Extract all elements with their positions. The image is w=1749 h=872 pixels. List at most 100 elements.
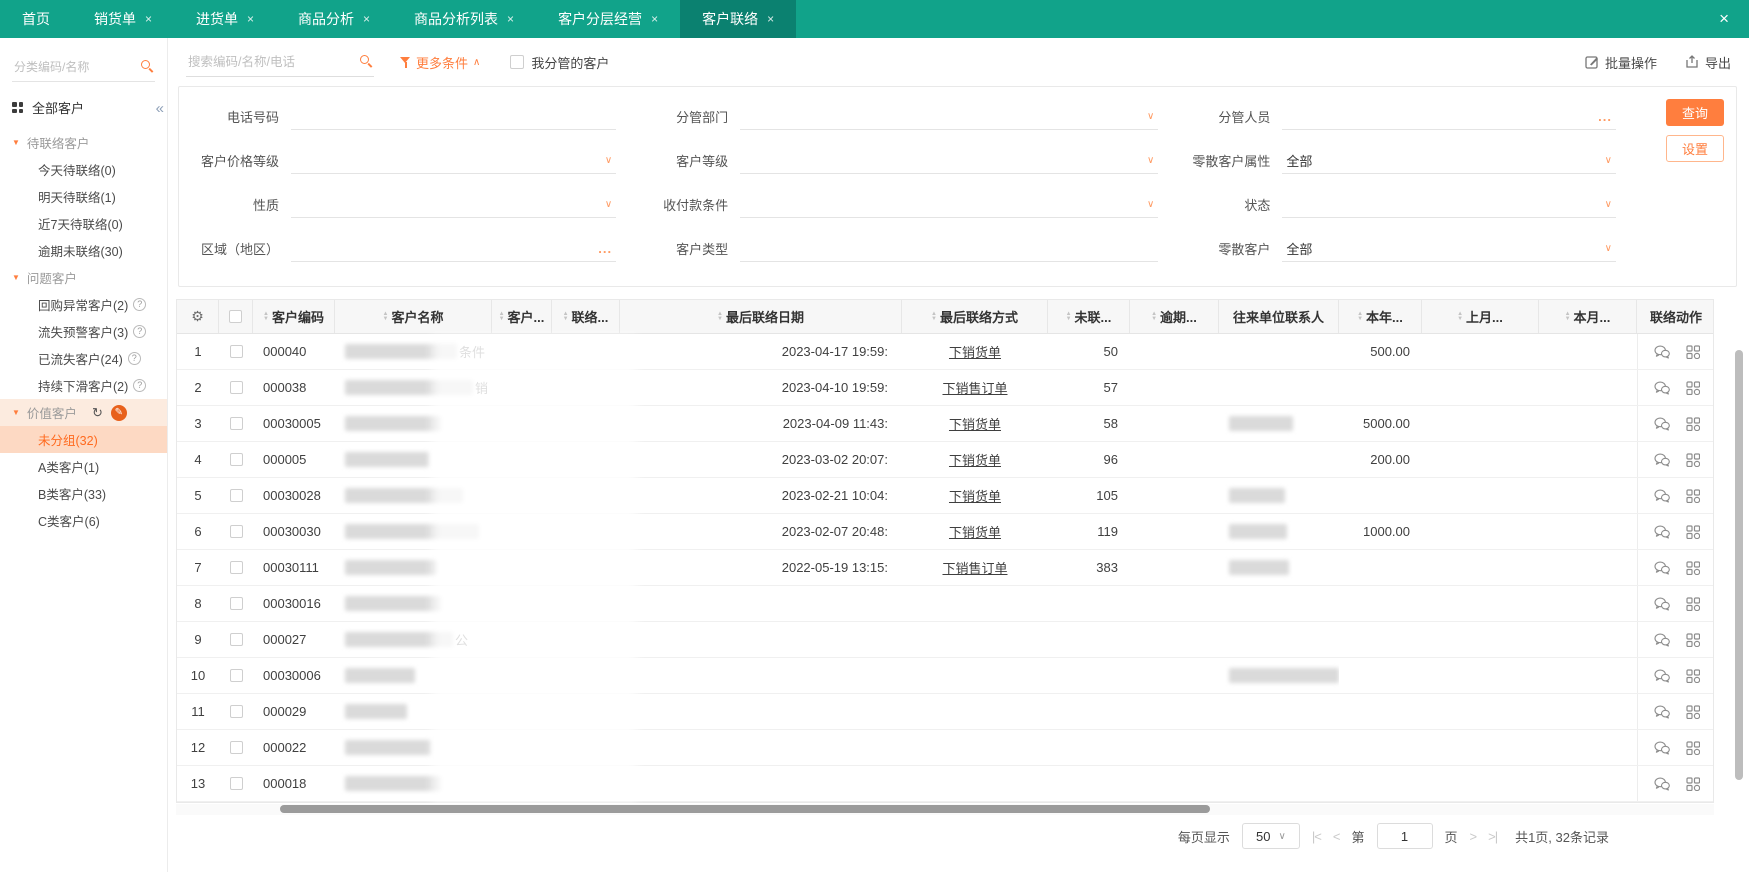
sort-icon[interactable]: ▲ ▼ xyxy=(382,310,389,322)
refresh-icon[interactable]: ↻ xyxy=(91,404,103,420)
help-icon[interactable]: ? xyxy=(133,379,147,392)
sidebar-collapse-icon[interactable]: « xyxy=(155,100,164,117)
row-checkbox[interactable] xyxy=(229,777,243,790)
row-checkbox[interactable] xyxy=(229,669,243,682)
sort-icon[interactable]: ▲ ▼ xyxy=(931,310,937,322)
sort-icon[interactable]: ▲ ▼ xyxy=(1457,310,1464,322)
customer-search-input[interactable] xyxy=(186,53,360,70)
sidebar-item-流失预警客户(3)[interactable]: 流失预警客户(3)? xyxy=(0,318,167,345)
contact-method-link[interactable]: 下销售订单 xyxy=(942,381,1008,396)
sidebar-group-价值客户[interactable]: ▼ 价值客户 ↻ ✎ xyxy=(0,399,167,426)
apps-grid-icon[interactable] xyxy=(1685,776,1700,791)
row-checkbox[interactable] xyxy=(229,417,243,430)
tab-close-icon[interactable]: × xyxy=(651,12,659,26)
sidebar-item-all-customers[interactable]: 全部客户 xyxy=(0,82,167,125)
sort-icon[interactable]: ▲ ▼ xyxy=(1357,310,1364,322)
sidebar-item-未分组(32)[interactable]: 未分组(32) xyxy=(0,426,167,453)
contact-method-link[interactable]: 下销售订单 xyxy=(942,561,1008,576)
apps-grid-icon[interactable] xyxy=(1685,488,1700,503)
horizontal-scrollbar[interactable] xyxy=(176,804,1714,815)
filter-select[interactable]: ∨ xyxy=(740,103,1159,130)
sort-icon[interactable]: ▲ ▼ xyxy=(1065,310,1072,322)
tab-客户联络[interactable]: 客户联络 × xyxy=(680,0,797,38)
sort-icon[interactable]: ▲ ▼ xyxy=(263,310,269,322)
contact-method-link[interactable]: 下销货单 xyxy=(948,417,1001,432)
wechat-icon[interactable] xyxy=(1653,741,1670,755)
tab-首页[interactable]: 首页 xyxy=(0,0,72,38)
column-header-未联...[interactable]: ▲ ▼ 未联... xyxy=(1048,300,1130,333)
sidebar-item-近7天待联络(0)[interactable]: 近7天待联络(0) xyxy=(0,210,167,237)
row-checkbox[interactable] xyxy=(229,381,243,394)
row-checkbox[interactable] xyxy=(229,525,243,538)
apps-grid-icon[interactable] xyxy=(1685,380,1700,395)
filter-select[interactable]: ∨ xyxy=(291,147,617,174)
wechat-icon[interactable] xyxy=(1653,597,1670,611)
sidebar-group-待联络客户[interactable]: ▼ 待联络客户 xyxy=(0,129,167,156)
first-page-button[interactable]: |< xyxy=(1311,828,1322,844)
apps-grid-icon[interactable] xyxy=(1685,344,1700,359)
wechat-icon[interactable] xyxy=(1653,561,1670,575)
row-checkbox[interactable] xyxy=(229,453,243,466)
filter-picker[interactable]: ... xyxy=(291,235,617,262)
wechat-icon[interactable] xyxy=(1653,453,1670,467)
ellipsis-picker-icon[interactable]: ... xyxy=(598,240,613,256)
tab-进货单[interactable]: 进货单 × xyxy=(174,0,276,38)
sidebar-item-A类客户(1)[interactable]: A类客户(1) xyxy=(0,453,167,480)
apps-grid-icon[interactable] xyxy=(1685,524,1700,539)
select-all-checkbox[interactable] xyxy=(229,310,242,323)
column-header-客户名称[interactable]: ▲ ▼ 客户名称 xyxy=(335,300,492,333)
sort-icon[interactable]: ▲ ▼ xyxy=(562,310,569,322)
column-header-联络...[interactable]: ▲ ▼ 联络... xyxy=(552,300,620,333)
column-header-客户...[interactable]: ▲ ▼ 客户... xyxy=(492,300,552,333)
query-button[interactable]: 查询 xyxy=(1666,99,1724,126)
column-header-客户编码[interactable]: ▲ ▼ 客户编码 xyxy=(253,300,335,333)
filter-select[interactable]: 全部 ∨ xyxy=(1282,235,1616,262)
filter-picker[interactable]: ... xyxy=(1282,103,1616,130)
tab-销货单[interactable]: 销货单 × xyxy=(72,0,174,38)
wechat-icon[interactable] xyxy=(1653,345,1670,359)
row-checkbox[interactable] xyxy=(229,705,243,718)
column-header-最后联络日期[interactable]: ▲ ▼ 最后联络日期 xyxy=(620,300,902,333)
search-icon[interactable] xyxy=(360,54,374,69)
tab-close-icon[interactable]: × xyxy=(767,12,775,26)
horizontal-scrollbar-thumb[interactable] xyxy=(280,805,1210,813)
row-checkbox[interactable] xyxy=(229,489,243,502)
apps-grid-icon[interactable] xyxy=(1685,416,1700,431)
filter-select[interactable]: ∨ xyxy=(740,191,1159,218)
page-number-input[interactable] xyxy=(1376,823,1433,849)
wechat-icon[interactable] xyxy=(1653,525,1670,539)
sort-icon[interactable]: ▲ ▼ xyxy=(1564,310,1571,322)
sidebar-item-逾期未联络(30)[interactable]: 逾期未联络(30) xyxy=(0,237,167,264)
filter-input[interactable] xyxy=(740,235,1159,262)
filter-select[interactable]: 全部 ∨ xyxy=(1282,147,1616,174)
filter-select[interactable]: ∨ xyxy=(740,147,1159,174)
sidebar-item-已流失客户(24)[interactable]: 已流失客户(24)? xyxy=(0,345,167,372)
export-button[interactable]: 导出 xyxy=(1685,53,1731,72)
prev-page-button[interactable]: < xyxy=(1332,828,1341,844)
column-header-本月...[interactable]: ▲ ▼ 本月... xyxy=(1539,300,1637,333)
filter-select[interactable]: ∨ xyxy=(291,191,617,218)
contact-method-link[interactable]: 下销货单 xyxy=(948,345,1001,360)
edit-group-icon[interactable]: ✎ xyxy=(110,404,127,421)
wechat-icon[interactable] xyxy=(1653,489,1670,503)
navbar-close-icon[interactable]: × xyxy=(1719,9,1729,28)
wechat-icon[interactable] xyxy=(1653,633,1670,647)
next-page-button[interactable]: > xyxy=(1469,828,1478,844)
contact-method-link[interactable]: 下销货单 xyxy=(948,453,1001,468)
apps-grid-icon[interactable] xyxy=(1685,596,1700,611)
wechat-icon[interactable] xyxy=(1653,705,1670,719)
sidebar-item-B类客户(33)[interactable]: B类客户(33) xyxy=(0,480,167,507)
search-icon[interactable] xyxy=(141,59,155,74)
sort-icon[interactable]: ▲ ▼ xyxy=(1151,310,1158,322)
last-page-button[interactable]: >| xyxy=(1488,828,1498,844)
column-settings-icon[interactable]: ⚙ xyxy=(191,308,204,324)
sort-icon[interactable]: ▲ ▼ xyxy=(498,310,505,322)
row-checkbox[interactable] xyxy=(229,633,243,646)
column-header-本年...[interactable]: ▲ ▼ 本年... xyxy=(1339,300,1422,333)
sidebar-group-问题客户[interactable]: ▼ 问题客户 xyxy=(0,264,167,291)
more-conditions-toggle[interactable]: 更多条件 ∧ xyxy=(400,53,480,72)
tab-商品分析列表[interactable]: 商品分析列表 × xyxy=(392,0,536,38)
column-header-上月...[interactable]: ▲ ▼ 上月... xyxy=(1422,300,1539,333)
sidebar-item-持续下滑客户(2)[interactable]: 持续下滑客户(2)? xyxy=(0,372,167,399)
apps-grid-icon[interactable] xyxy=(1685,668,1700,683)
